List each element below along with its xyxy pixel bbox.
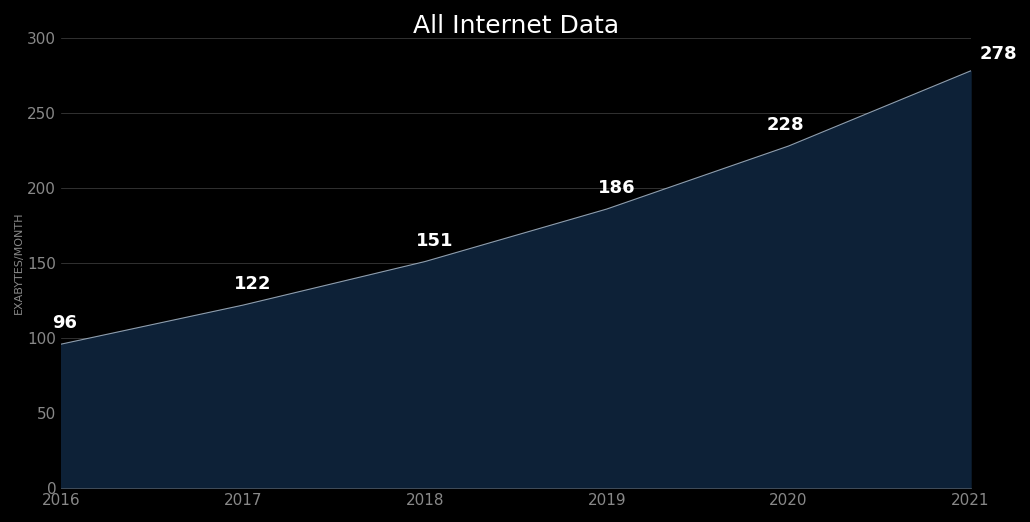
Text: 186: 186 xyxy=(597,179,636,197)
Text: 96: 96 xyxy=(52,314,77,332)
Text: 278: 278 xyxy=(980,45,1018,63)
Text: 151: 151 xyxy=(416,232,453,250)
Y-axis label: EXABYTES/MONTH: EXABYTES/MONTH xyxy=(13,212,24,314)
Text: 122: 122 xyxy=(234,275,271,293)
Text: 228: 228 xyxy=(766,116,804,134)
Title: All Internet Data: All Internet Data xyxy=(413,14,619,38)
